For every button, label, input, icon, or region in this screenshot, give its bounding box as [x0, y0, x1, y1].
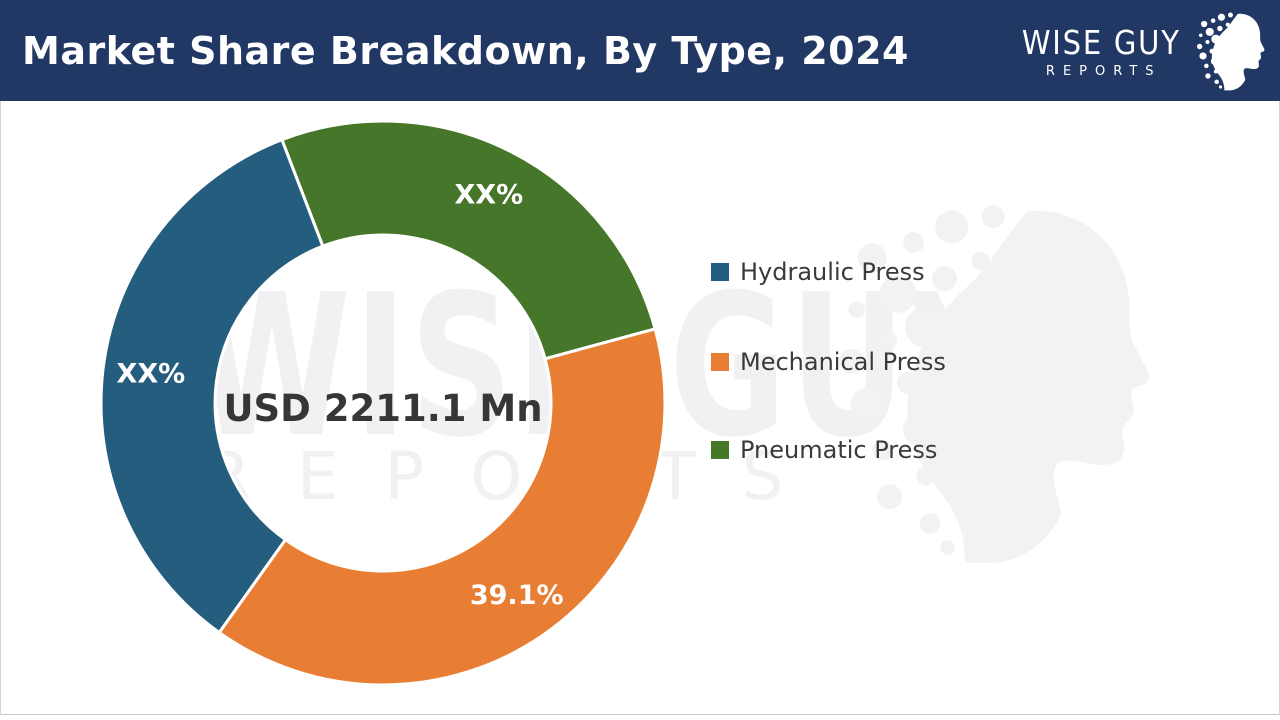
slice-label-mechanical-press: 39.1%: [470, 580, 564, 611]
legend-item-hydraulic-press: Hydraulic Press: [711, 258, 925, 286]
slice-pneumatic-press: [280, 119, 657, 361]
watermark-tagline: REPORTS: [205, 438, 830, 515]
legend-item-mechanical-press: Mechanical Press: [711, 348, 946, 376]
slice-mechanical-press: [217, 327, 667, 687]
legend-swatch: [711, 353, 729, 371]
slice-hydraulic-press: [99, 138, 325, 634]
legend-label: Pneumatic Press: [740, 436, 938, 464]
donut-slice-labels: XX% 39.1% XX%: [117, 179, 564, 611]
donut-center-value: USD 2211.1 Mn: [223, 387, 542, 430]
left-edge: [0, 101, 1, 715]
page-title: Market Share Breakdown, By Type, 2024: [22, 28, 909, 73]
logo-wordmark: WISE GUY: [1022, 23, 1182, 62]
slice-label-pneumatic-press: XX%: [454, 179, 523, 210]
legend-label: Mechanical Press: [740, 348, 946, 376]
logo-text: WISE GUY REPORTS: [1011, 23, 1192, 79]
donut-slices: [99, 119, 667, 687]
wiseguy-logo: WISE GUY REPORTS: [1011, 6, 1266, 96]
bottom-divider: [0, 714, 1280, 715]
legend-item-pneumatic-press: Pneumatic Press: [711, 436, 937, 464]
logo-tagline: REPORTS: [1045, 64, 1162, 79]
slice-label-hydraulic-press: XX%: [117, 358, 186, 389]
legend-label: Hydraulic Press: [740, 258, 925, 286]
legend-swatch: [711, 263, 729, 281]
legend-swatch: [711, 441, 729, 459]
header-bar: Market Share Breakdown, By Type, 2024 WI…: [0, 0, 1280, 101]
